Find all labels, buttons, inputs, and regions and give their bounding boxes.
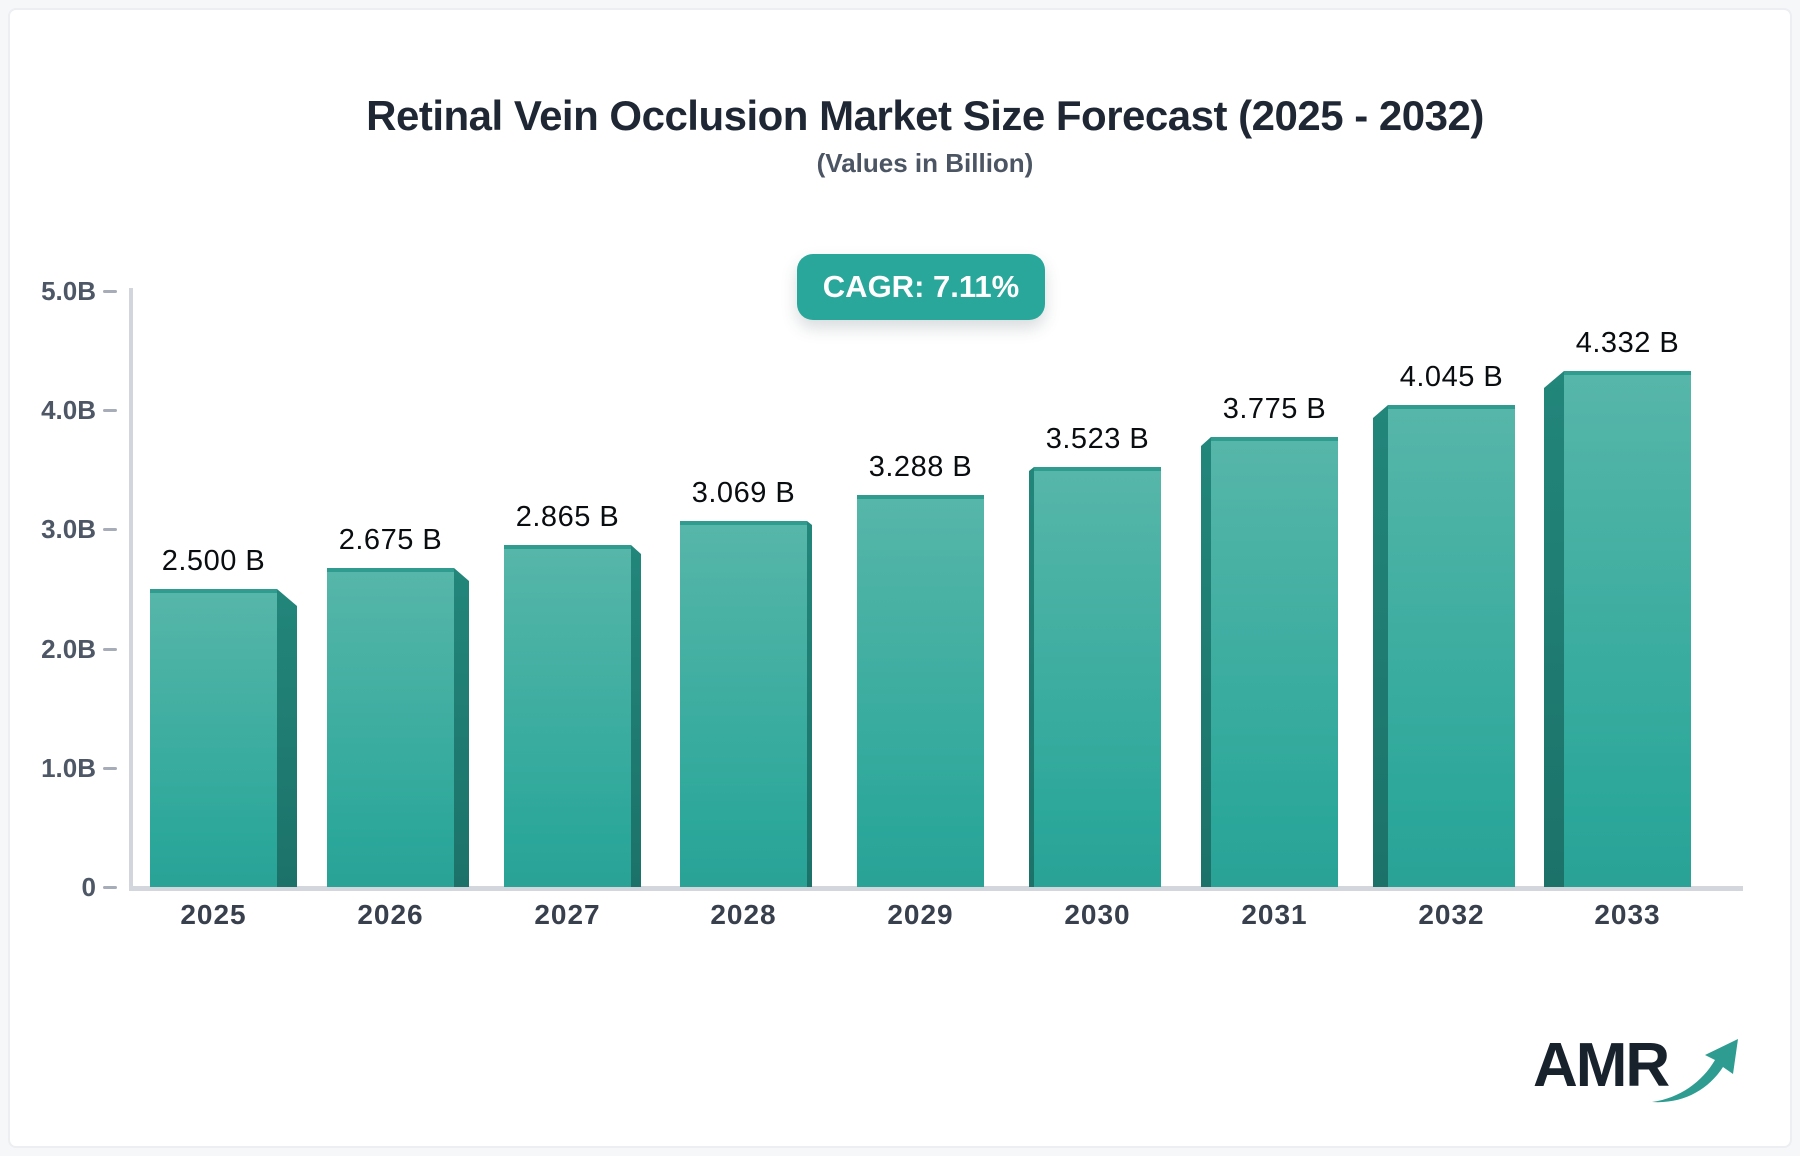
- bar-3d-side: [1544, 371, 1564, 887]
- y-axis-line: [129, 288, 133, 889]
- bar-3d-side: [807, 521, 812, 887]
- bar-2032: [1388, 405, 1515, 887]
- bar-2026: [327, 568, 454, 887]
- chart-title: Retinal Vein Occlusion Market Size Forec…: [366, 92, 1484, 139]
- bar-2030: [1034, 467, 1161, 887]
- x-axis-category-label: 2030: [1064, 899, 1131, 930]
- cagr-badge: CAGR: 7.11%: [797, 254, 1045, 320]
- y-axis-tick-label: 0: [81, 872, 96, 902]
- x-axis-category-label: 2032: [1418, 899, 1485, 930]
- bar-3d-side: [1029, 467, 1034, 887]
- y-axis-tick-label: 1.0B: [41, 752, 96, 783]
- x-axis-category-label: 2025: [180, 899, 247, 930]
- bar-value-label: 2.500 B: [161, 545, 266, 577]
- bar-3d-side: [1373, 405, 1388, 887]
- y-axis-tick-label: 2.0B: [41, 633, 96, 664]
- x-axis-baseline: [129, 886, 1743, 891]
- bar-value-label: 3.069 B: [691, 477, 796, 509]
- bar-2025: [150, 589, 277, 887]
- amr-logo-text: AMR: [1533, 1031, 1670, 1100]
- y-axis-tick-mark: [103, 647, 117, 651]
- bar-value-label: 3.775 B: [1222, 393, 1327, 425]
- y-axis-tick-mark: [103, 766, 117, 770]
- bar-value-label: 4.332 B: [1575, 327, 1680, 359]
- bar-value-label: 2.675 B: [338, 524, 443, 556]
- y-axis-tick-mark: [103, 528, 117, 532]
- y-axis-tick-label: 3.0B: [41, 514, 96, 545]
- x-axis-category-label: 2027: [534, 899, 601, 930]
- x-axis-category-label: 2029: [887, 899, 954, 930]
- bar-value-label: 4.045 B: [1399, 361, 1504, 393]
- x-axis-category-label: 2031: [1241, 899, 1308, 930]
- growth-arrow-icon: [1652, 1039, 1738, 1103]
- bar-3d-side: [631, 545, 641, 887]
- bar-3d-side: [277, 589, 297, 887]
- y-axis-tick-mark: [103, 290, 117, 293]
- x-axis-category-label: 2033: [1594, 899, 1661, 930]
- bar-2027: [504, 545, 631, 887]
- amr-logo: AMR: [1533, 1030, 1773, 1116]
- y-axis-tick-label: 5.0B: [41, 276, 96, 306]
- bar-3d-side: [454, 568, 469, 887]
- bar-value-label: 3.523 B: [1045, 423, 1150, 455]
- bar-value-label: 2.865 B: [515, 501, 620, 533]
- bar-value-label: 3.288 B: [868, 451, 973, 483]
- bar-2033: [1564, 371, 1691, 887]
- x-axis-category-label: 2028: [710, 899, 777, 930]
- bar-2031: [1211, 437, 1338, 887]
- chart-subtitle: (Values in Billion): [816, 148, 1034, 178]
- x-axis-category-label: 2026: [357, 899, 424, 930]
- bar-3d-side: [1201, 437, 1211, 887]
- y-axis-tick-label: 4.0B: [41, 395, 96, 426]
- bar-2029: [857, 495, 984, 887]
- y-axis-tick-mark: [103, 886, 117, 889]
- bar-2028: [680, 521, 807, 887]
- y-axis-tick-mark: [103, 409, 117, 413]
